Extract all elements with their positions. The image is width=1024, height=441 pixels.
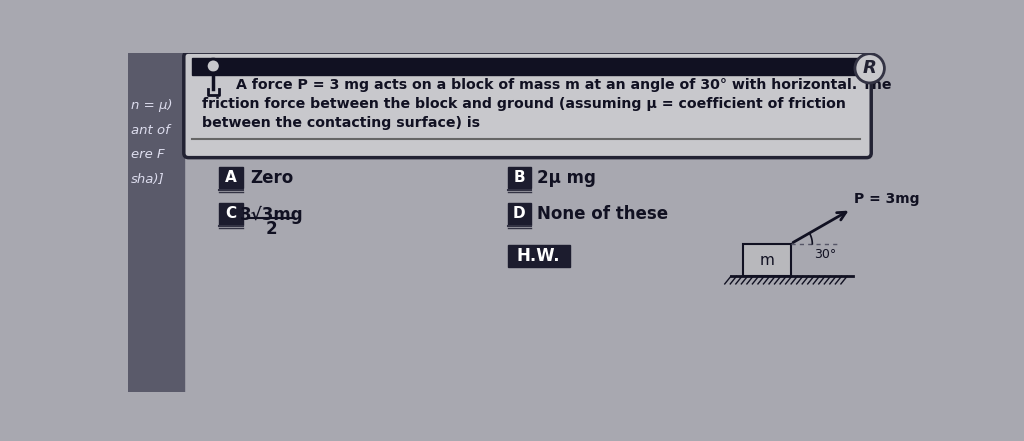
Circle shape	[855, 54, 885, 83]
FancyBboxPatch shape	[183, 52, 871, 157]
Text: A force P = 3 mg acts on a block of mass m at an angle of 30° with horizontal. T: A force P = 3 mg acts on a block of mass…	[237, 78, 892, 92]
Bar	[508, 246, 569, 267]
Text: friction force between the block and ground (assuming μ = coefficient of frictio: friction force between the block and gro…	[202, 97, 846, 111]
Circle shape	[206, 59, 220, 73]
Text: ere F: ere F	[131, 149, 165, 161]
Text: R: R	[863, 60, 877, 77]
Text: H.W.: H.W.	[517, 247, 560, 265]
Text: 30°: 30°	[814, 248, 837, 262]
Bar	[219, 203, 243, 224]
Bar	[191, 58, 863, 75]
Bar	[742, 244, 791, 276]
Bar	[128, 53, 183, 392]
Bar	[508, 203, 531, 224]
Text: between the contacting surface) is: between the contacting surface) is	[202, 116, 479, 130]
Text: m: m	[759, 253, 774, 268]
Text: None of these: None of these	[538, 205, 669, 223]
Text: B: B	[514, 170, 525, 185]
Text: 3√3mg: 3√3mg	[240, 206, 303, 224]
Text: 2μ mg: 2μ mg	[538, 168, 596, 187]
Text: D: D	[513, 206, 525, 221]
Text: A: A	[225, 170, 237, 185]
Text: P = 3mg: P = 3mg	[854, 192, 920, 206]
Bar	[219, 167, 243, 188]
Text: 2: 2	[265, 220, 278, 238]
Text: C: C	[225, 206, 237, 221]
Text: sha)]: sha)]	[131, 173, 165, 186]
Text: n = μ): n = μ)	[131, 99, 173, 112]
Bar	[508, 167, 531, 188]
Text: Zero: Zero	[251, 168, 294, 187]
Text: ant of: ant of	[131, 124, 170, 137]
